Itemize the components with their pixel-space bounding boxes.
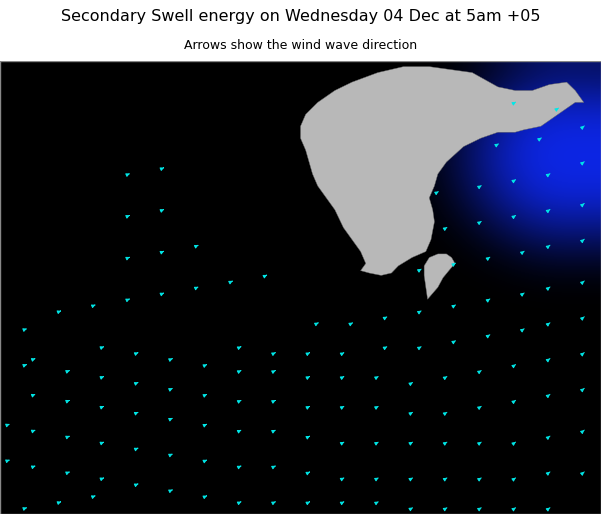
- Text: Secondary Swell energy on Wednesday 04 Dec at 5am +05: Secondary Swell energy on Wednesday 04 D…: [61, 9, 540, 25]
- Text: Arrows show the wind wave direction: Arrows show the wind wave direction: [184, 39, 417, 52]
- Polygon shape: [424, 254, 455, 299]
- Polygon shape: [300, 67, 584, 276]
